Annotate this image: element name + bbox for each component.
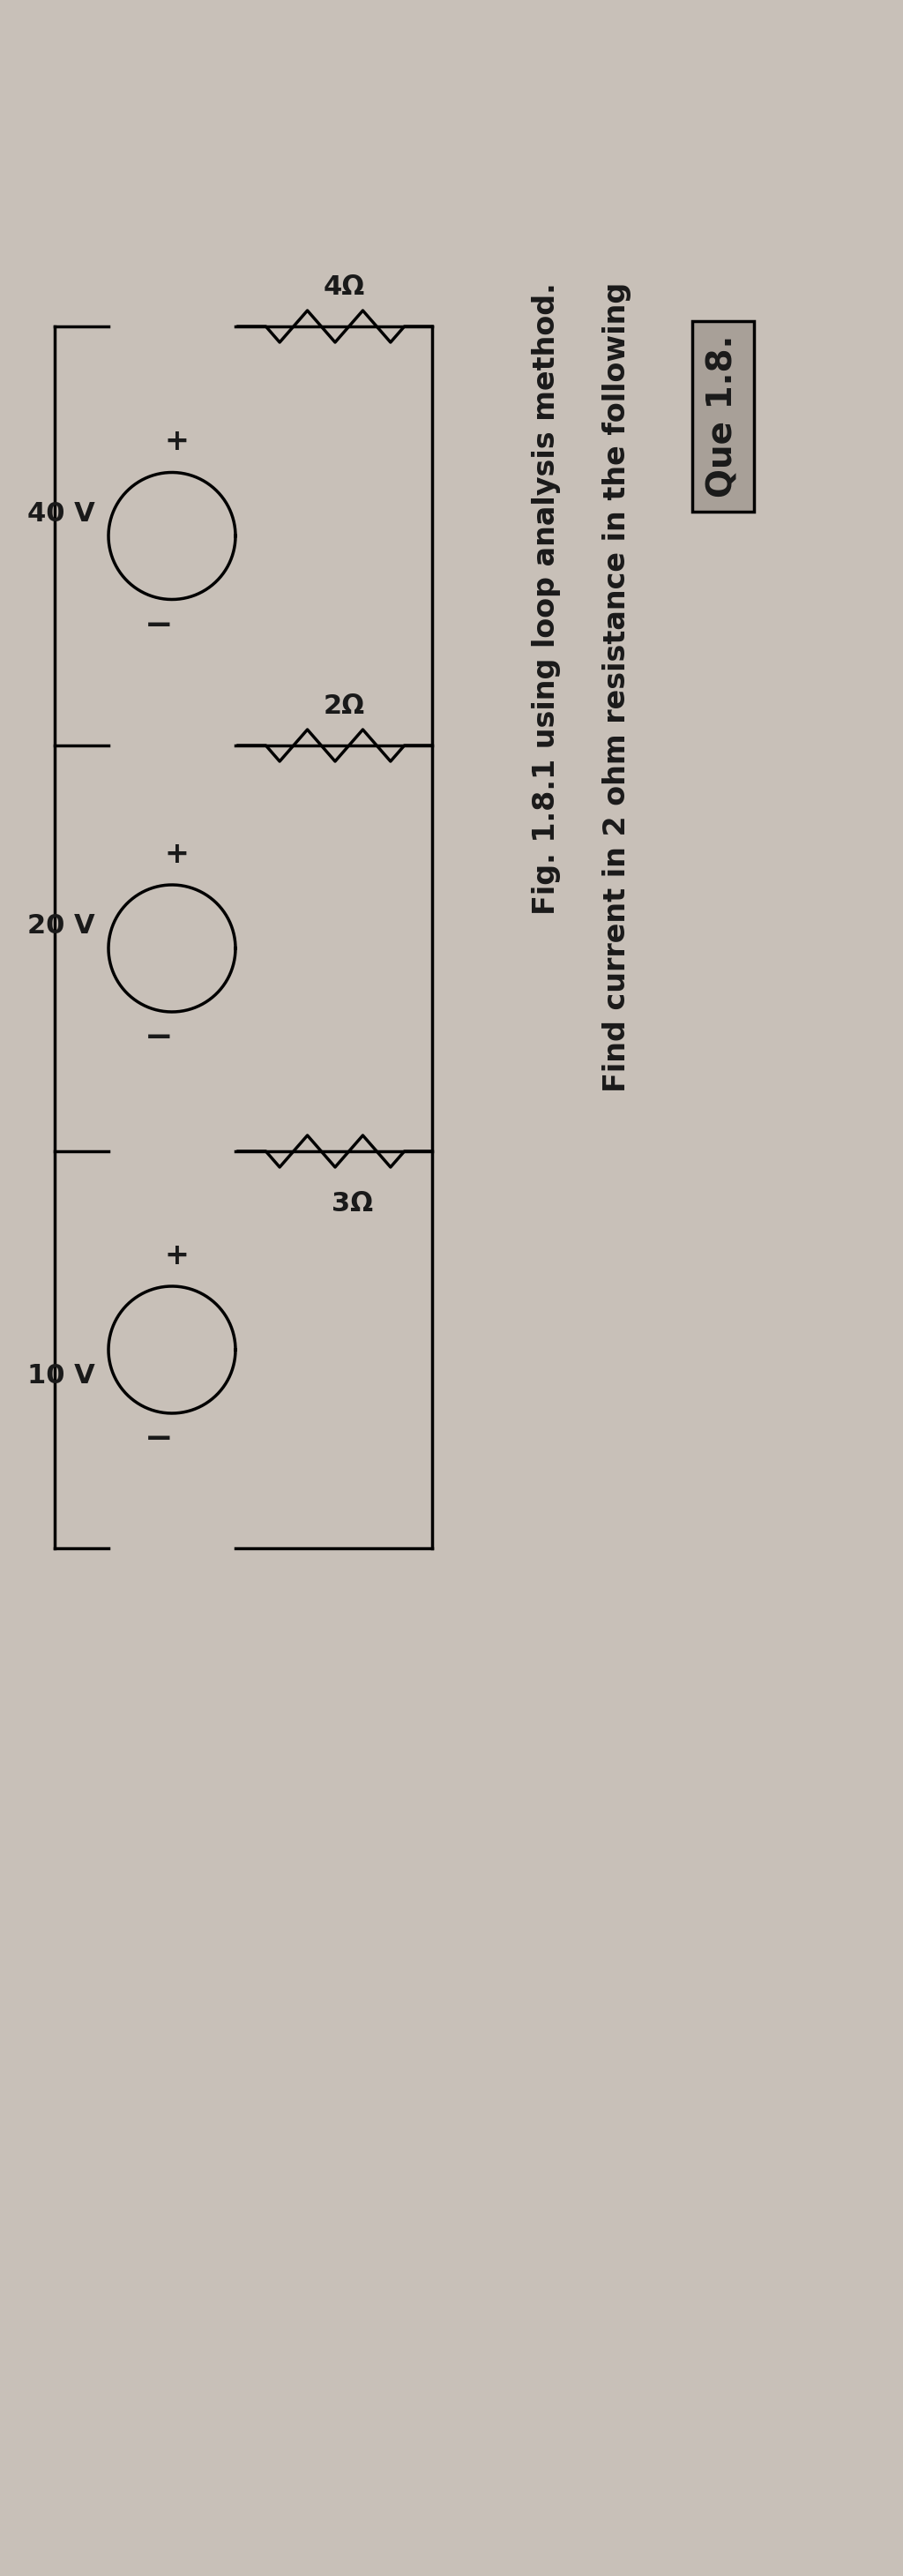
Text: 4Ω: 4Ω [323,276,365,299]
Text: 2Ω: 2Ω [323,693,365,719]
Text: +: + [164,1242,189,1270]
Text: Find current in 2 ohm resistance in the following: Find current in 2 ohm resistance in the … [602,283,632,1092]
Text: +: + [164,428,189,456]
Text: −: − [144,1422,173,1455]
Text: 10 V: 10 V [28,1363,95,1388]
Text: Fig. 1.8.1 using loop analysis method.: Fig. 1.8.1 using loop analysis method. [532,283,562,914]
Text: 20 V: 20 V [28,914,95,940]
Text: 3Ω: 3Ω [332,1190,374,1216]
Text: Que 1.8.: Que 1.8. [706,335,740,497]
Text: +: + [164,840,189,868]
Text: −: − [144,608,173,641]
Text: 40 V: 40 V [28,502,95,526]
Text: −: − [144,1020,173,1054]
